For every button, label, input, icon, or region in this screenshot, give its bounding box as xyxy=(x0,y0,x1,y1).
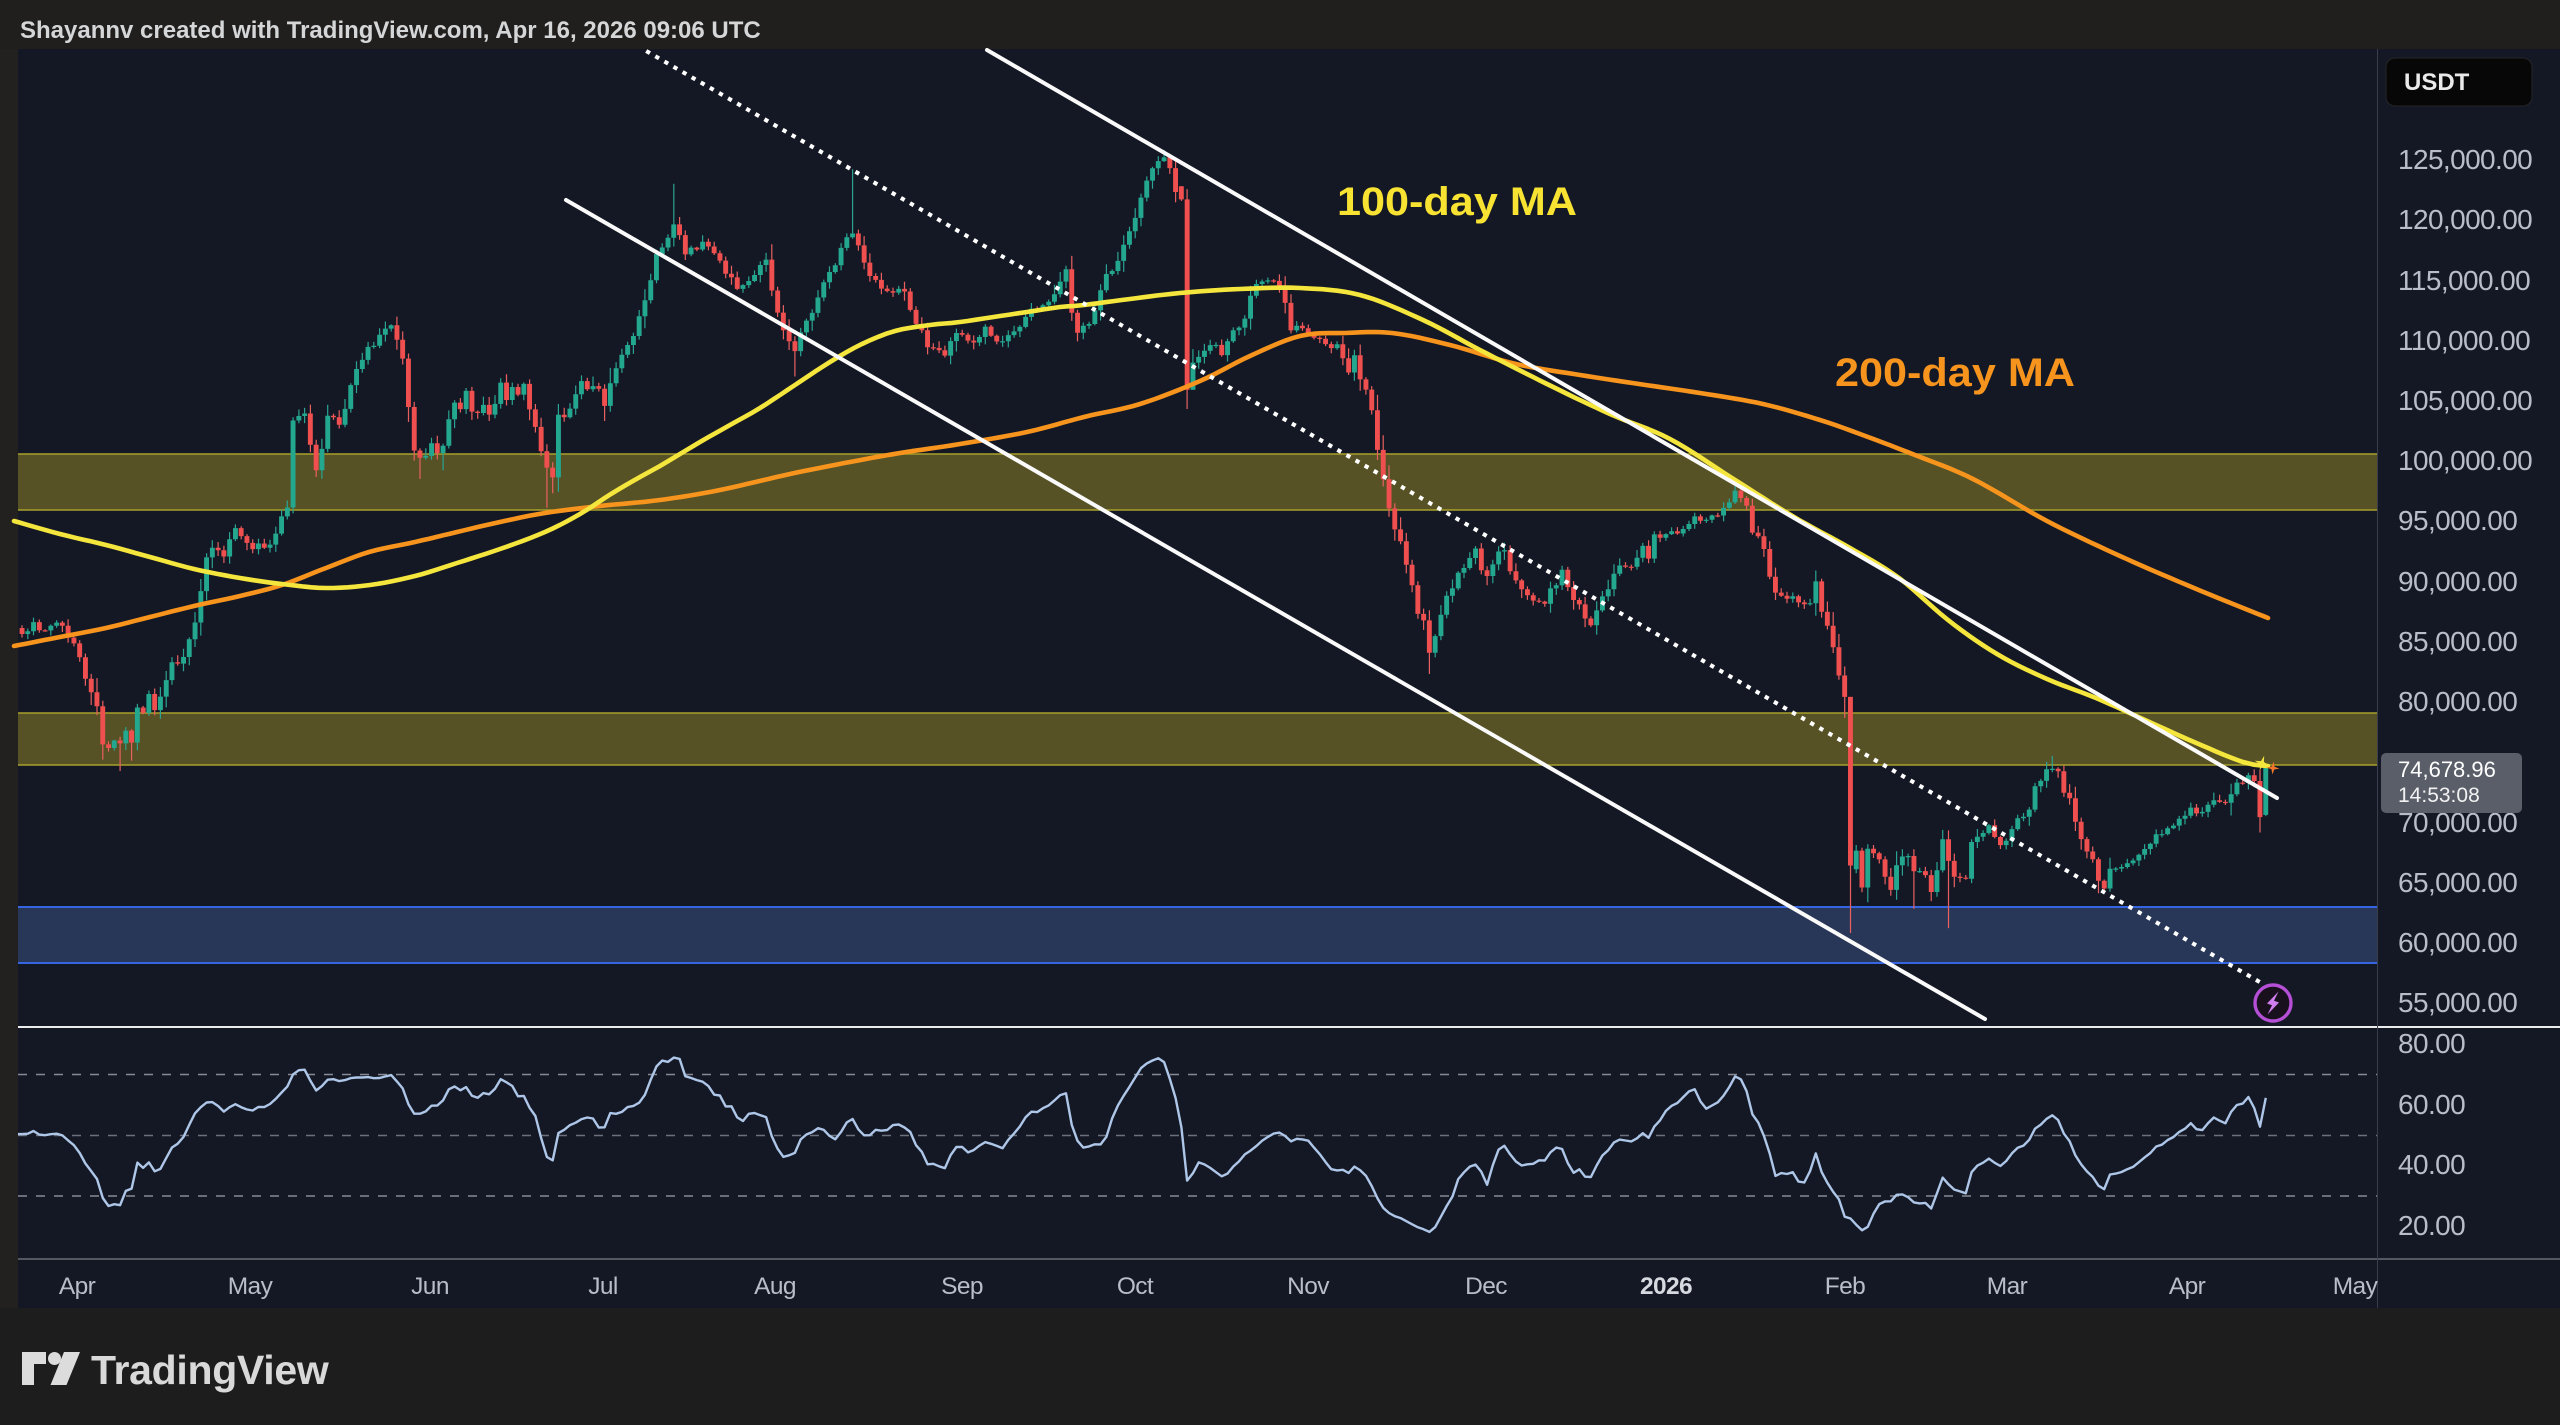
svg-text:Feb: Feb xyxy=(1825,1273,1865,1300)
svg-text:Nov: Nov xyxy=(1287,1273,1330,1300)
svg-text:20.00: 20.00 xyxy=(2398,1210,2465,1241)
svg-text:120,000.00: 120,000.00 xyxy=(2398,204,2532,235)
svg-text:100-day MA: 100-day MA xyxy=(1337,180,1577,224)
svg-text:74,678.96: 74,678.96 xyxy=(2398,757,2496,782)
svg-text:65,000.00: 65,000.00 xyxy=(2398,867,2517,898)
svg-text:95,000.00: 95,000.00 xyxy=(2398,505,2517,536)
svg-text:Aug: Aug xyxy=(754,1273,796,1300)
svg-text:Mar: Mar xyxy=(1987,1273,2028,1300)
svg-text:Apr: Apr xyxy=(2169,1273,2206,1300)
svg-text:Jun: Jun xyxy=(411,1273,449,1300)
svg-text:110,000.00: 110,000.00 xyxy=(2398,325,2530,356)
svg-text:Sep: Sep xyxy=(941,1273,983,1300)
svg-text:Oct: Oct xyxy=(1117,1273,1154,1300)
svg-text:55,000.00: 55,000.00 xyxy=(2398,987,2517,1018)
svg-text:105,000.00: 105,000.00 xyxy=(2398,385,2532,416)
svg-text:115,000.00: 115,000.00 xyxy=(2398,265,2530,296)
svg-text:14:53:08: 14:53:08 xyxy=(2398,784,2480,807)
svg-text:125,000.00: 125,000.00 xyxy=(2398,144,2532,175)
svg-text:USDT: USDT xyxy=(2404,69,2470,96)
svg-text:90,000.00: 90,000.00 xyxy=(2398,566,2517,597)
svg-text:May: May xyxy=(2333,1273,2379,1300)
svg-text:80,000.00: 80,000.00 xyxy=(2398,686,2517,717)
svg-text:60.00: 60.00 xyxy=(2398,1089,2465,1120)
svg-text:TradingView: TradingView xyxy=(91,1347,329,1393)
svg-text:Shayannv created with TradingV: Shayannv created with TradingView.com, A… xyxy=(20,17,761,44)
svg-text:Dec: Dec xyxy=(1465,1273,1507,1300)
svg-text:60,000.00: 60,000.00 xyxy=(2398,927,2517,958)
svg-text:2026: 2026 xyxy=(1640,1273,1692,1300)
svg-text:Jul: Jul xyxy=(588,1273,618,1300)
svg-text:May: May xyxy=(228,1273,274,1300)
svg-text:Apr: Apr xyxy=(59,1273,96,1300)
svg-text:40.00: 40.00 xyxy=(2398,1149,2465,1180)
svg-text:80.00: 80.00 xyxy=(2398,1028,2465,1059)
svg-text:200-day MA: 200-day MA xyxy=(1835,351,2075,395)
svg-text:85,000.00: 85,000.00 xyxy=(2398,626,2517,657)
svg-text:100,000.00: 100,000.00 xyxy=(2398,445,2532,476)
